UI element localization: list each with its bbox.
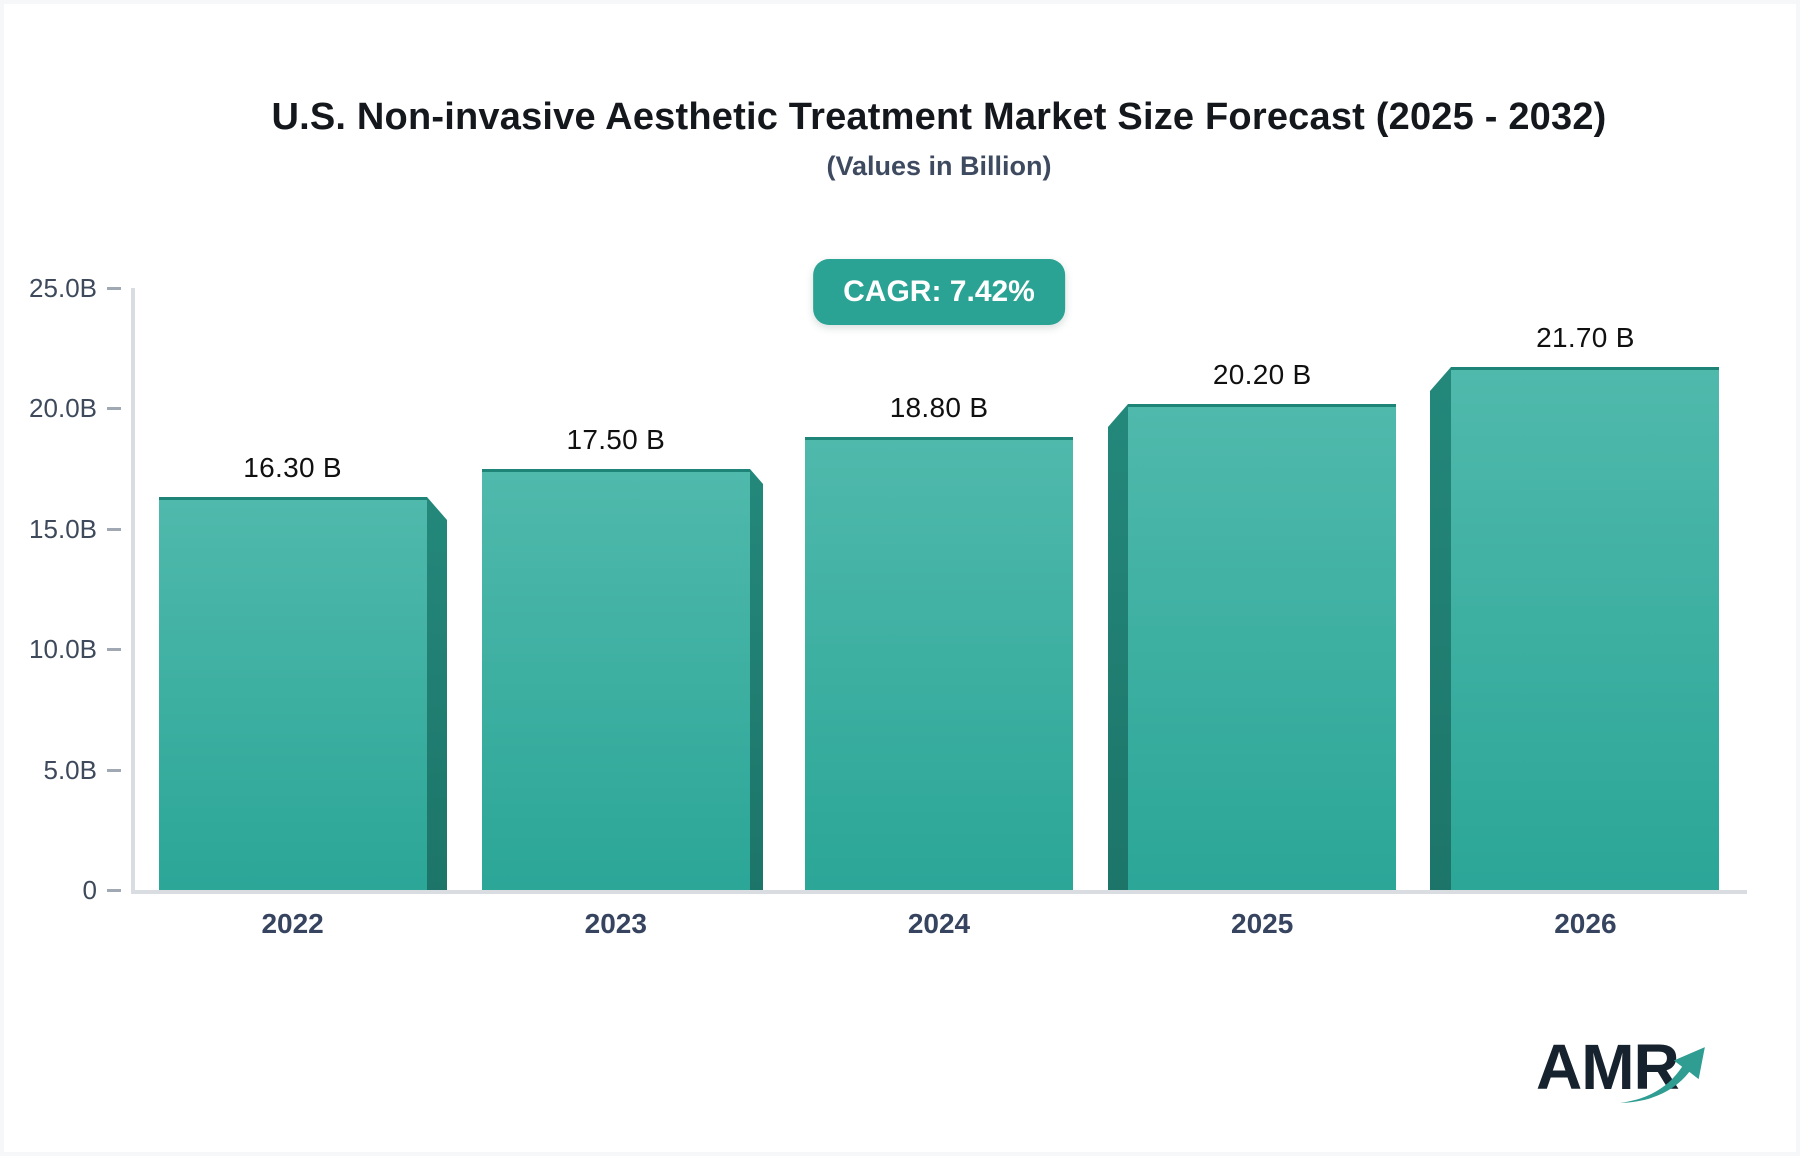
x-axis-label-2022: 2022	[261, 908, 324, 939]
bar-value-label: 20.20 B	[1212, 359, 1312, 390]
bar-3d-side-2026	[1430, 367, 1451, 890]
bar-value-label: 18.80 B	[889, 392, 989, 423]
cagr-badge: CAGR: 7.42%	[813, 259, 1065, 325]
y-axis-tick-label: 5.0B	[43, 754, 98, 785]
bar-2026[interactable]	[1451, 367, 1719, 890]
y-axis-tick	[107, 648, 121, 652]
y-axis-tick-label: 0	[82, 875, 97, 905]
y-axis-tick	[107, 527, 121, 531]
plot-area: 25.0B 20.0B 15.0B 10.0B 5.0B 0 16.30 B 2022 17.5…	[4, 4, 1796, 1152]
x-axis-label-2023: 2023	[584, 908, 647, 939]
y-axis-tick	[107, 768, 121, 772]
x-axis-label-2026: 2026	[1554, 908, 1617, 939]
bar-value-label: 17.50 B	[566, 424, 666, 455]
bar-value-label: 16.30 B	[243, 452, 342, 483]
y-axis-tick-label: 25.0B	[29, 273, 97, 303]
chart-subtitle: (Values in Billion)	[826, 151, 1052, 181]
bar-2024[interactable]	[805, 437, 1073, 890]
y-axis-line	[131, 288, 135, 894]
x-axis-line	[131, 890, 1747, 894]
amr-logo: AMR	[1536, 1030, 1716, 1110]
y-axis-tick-label: 10.0B	[29, 634, 97, 665]
amr-logo-text: AMR	[1536, 1031, 1680, 1103]
y-axis-tick-label: 20.0B	[29, 393, 97, 424]
x-axis-label-2025: 2025	[1231, 908, 1294, 939]
bar-3d-side-2025	[1108, 404, 1128, 890]
x-axis-label-2024: 2024	[907, 908, 971, 939]
bar-3d-side-2022	[427, 497, 447, 890]
bar-3d-side-2023	[750, 469, 763, 890]
y-axis-tick	[107, 287, 121, 290]
bar-value-label: 21.70 B	[1536, 322, 1635, 353]
bar-2025[interactable]	[1128, 404, 1396, 890]
bar-2022[interactable]	[159, 497, 427, 890]
growth-arrow-icon	[1620, 1047, 1705, 1103]
bar-2023[interactable]	[482, 469, 750, 890]
y-axis-tick-label: 15.0B	[29, 513, 97, 544]
y-axis-tick	[107, 889, 121, 892]
chart-title: U.S. Non-invasive Aesthetic Treatment Ma…	[271, 96, 1607, 138]
y-axis-tick	[107, 407, 121, 411]
